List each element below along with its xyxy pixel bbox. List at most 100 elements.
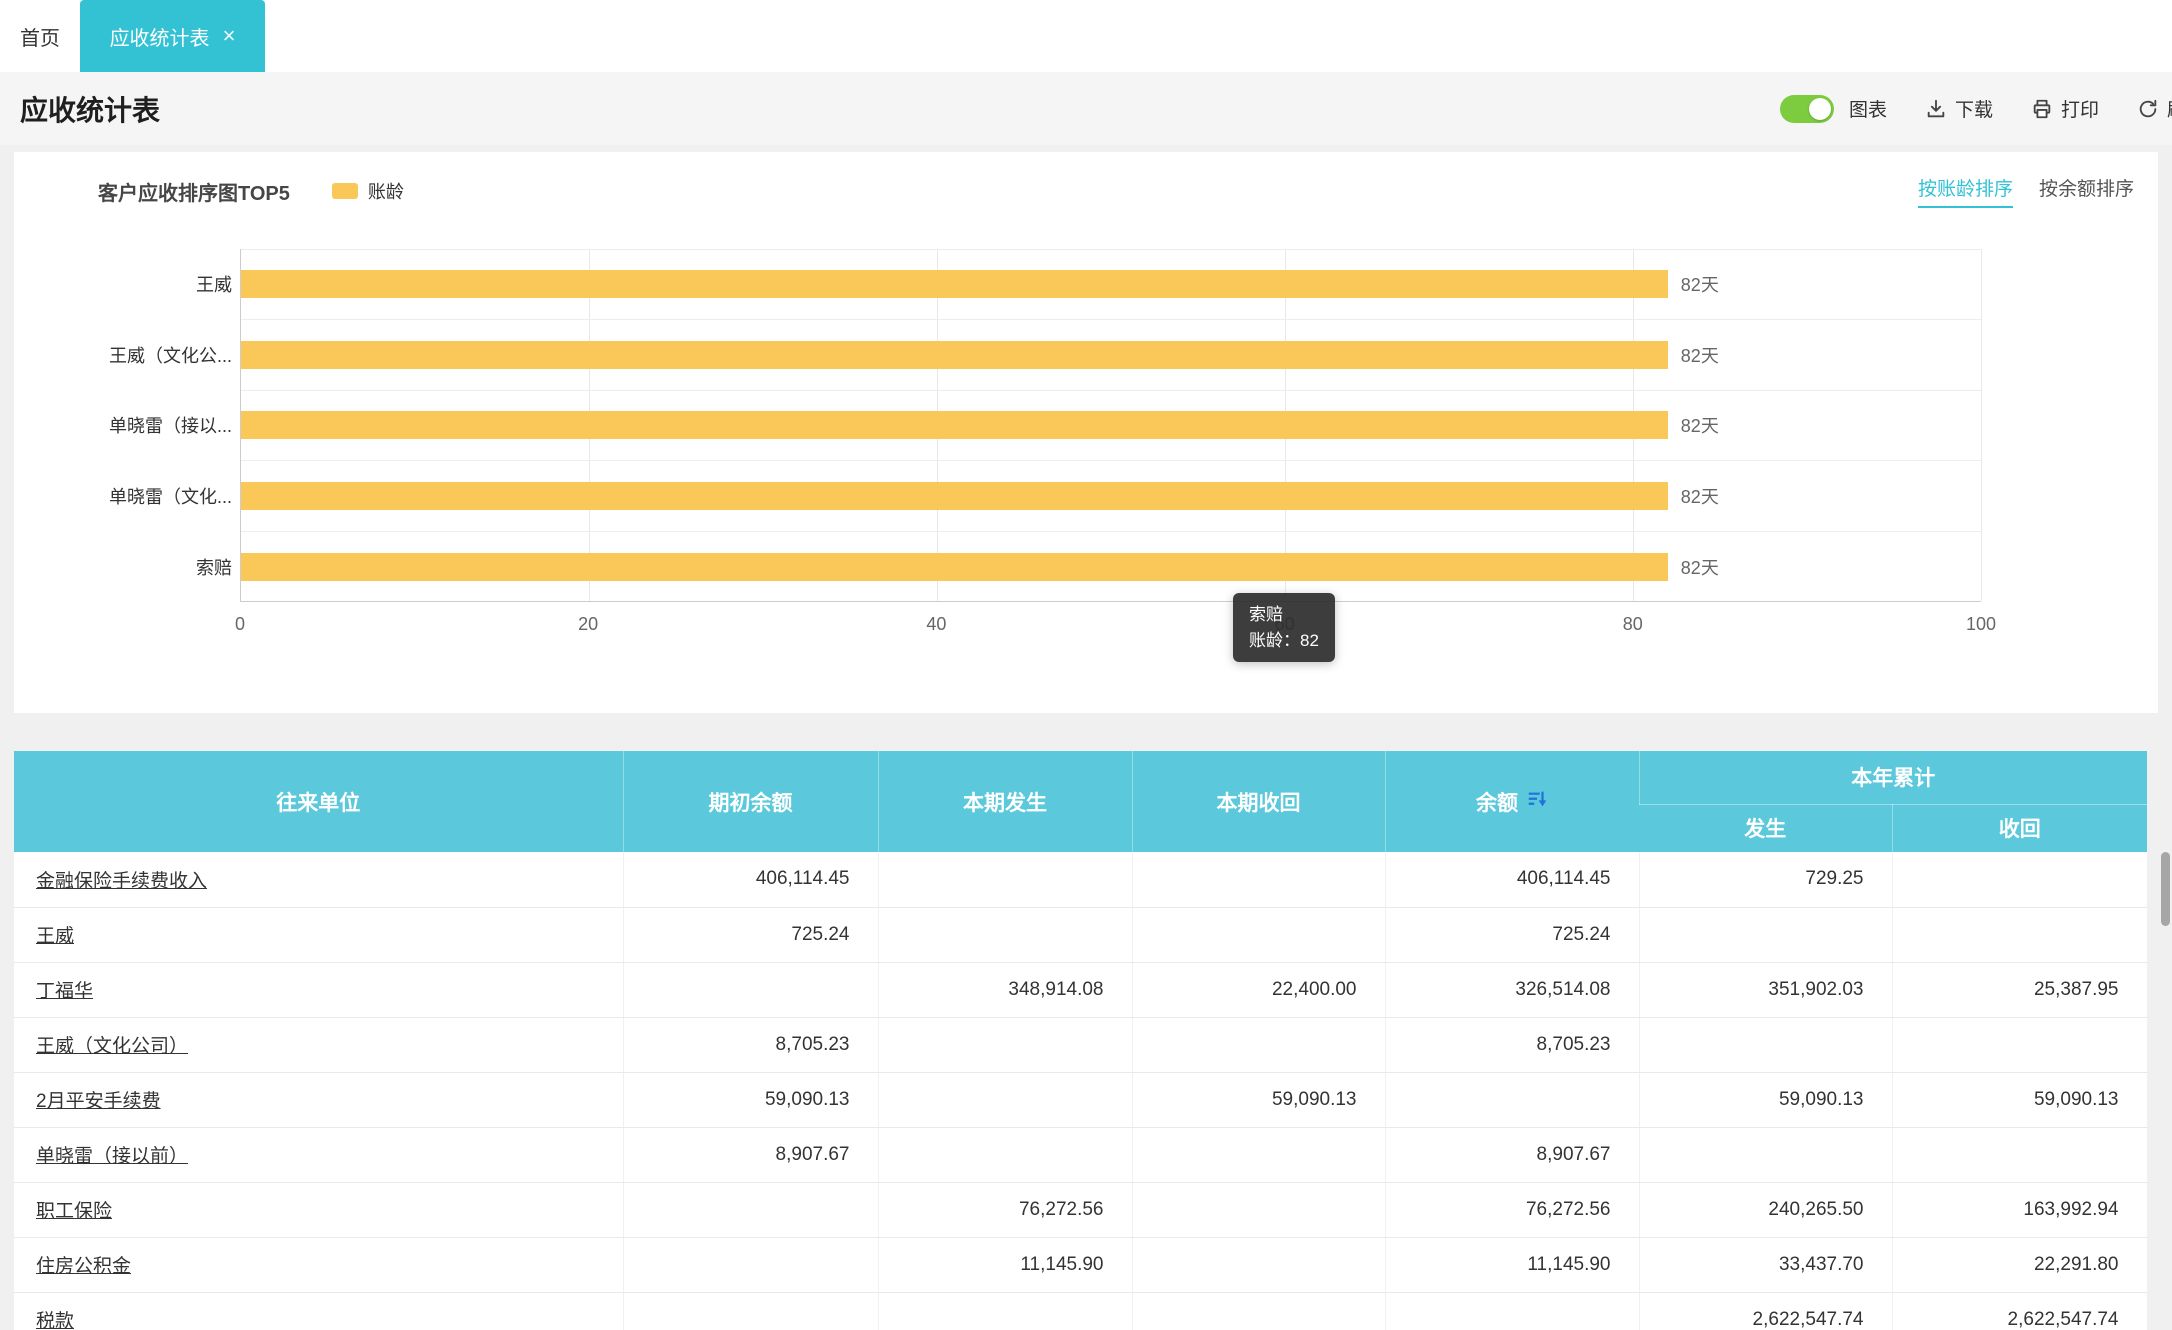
amount-cell: 11,145.90: [1385, 1237, 1640, 1293]
table-row: 单晓雷（接以前） 8,907.67 8,907.67: [14, 1127, 2148, 1183]
amount-cell: 240,265.50: [1639, 1182, 1893, 1238]
tab-label: 应收统计表: [109, 27, 210, 50]
col-header-current-received[interactable]: 本期收回: [1131, 751, 1385, 852]
age-bar[interactable]: [241, 340, 1668, 369]
y-axis-label: 王威: [196, 275, 232, 296]
customer-link[interactable]: 丁福华: [36, 981, 94, 1002]
chart-card: 客户应收排序图TOP5 账龄 按账龄排序 按余额排序 王威 王威（文化公... 单晓…: [14, 152, 2158, 713]
print-icon: [2031, 98, 2053, 120]
amount-cell: 25,387.95: [1892, 962, 2148, 1018]
table-row: 职工保险 76,272.56 76,272.56 240,265.50 163,992.…: [14, 1182, 2148, 1238]
y-axis-label: 单晓雷（接以...: [108, 416, 232, 437]
tab-receivable-stats[interactable]: 应收统计表 ×: [80, 0, 265, 72]
age-bar[interactable]: [241, 482, 1668, 511]
amount-cell: 348,914.08: [878, 962, 1133, 1018]
sort-by-balance-tab[interactable]: 按余额排序: [2038, 179, 2134, 200]
sort-by-age-tab[interactable]: 按账龄排序: [1917, 174, 2013, 208]
unit-cell: 2月平安手续费: [14, 1072, 624, 1128]
amount-cell: [1892, 907, 2148, 963]
col-header-ytd-incurred[interactable]: 发生: [1639, 804, 1892, 852]
age-bar[interactable]: [241, 411, 1668, 440]
amount-cell: 406,114.45: [1385, 852, 1640, 908]
gridline-vertical: [1981, 249, 1982, 601]
amount-cell: [1132, 1017, 1386, 1073]
bar-row: 82天: [241, 461, 1981, 532]
col-header-unit[interactable]: 往来单位: [14, 751, 623, 852]
col-header-balance-label: 余额: [1476, 791, 1518, 815]
amount-cell: [623, 1182, 879, 1238]
tab-home[interactable]: 首页: [0, 0, 80, 72]
download-button[interactable]: 下载: [1925, 95, 1993, 122]
customer-link[interactable]: 王威: [36, 926, 75, 947]
gridline-horizontal: [241, 249, 1981, 250]
amount-cell: [1385, 1292, 1640, 1330]
bar-value-label: 82天: [1680, 487, 1719, 508]
amount-cell: 351,902.03: [1639, 962, 1893, 1018]
gridline-horizontal: [241, 389, 1981, 391]
sort-descending-icon[interactable]: [1526, 788, 1548, 816]
legend-label: 账龄: [367, 182, 404, 202]
unit-cell: 住房公积金: [14, 1237, 624, 1293]
amount-cell: 326,514.08: [1385, 962, 1640, 1018]
amount-cell: [1132, 1237, 1386, 1293]
tooltip-series-name: 索赔: [1249, 605, 1283, 624]
customer-link[interactable]: 税款: [36, 1311, 75, 1330]
col-header-balance[interactable]: 余额: [1384, 751, 1639, 852]
amount-cell: [878, 907, 1133, 963]
amount-cell: 11,145.90: [878, 1237, 1133, 1293]
amount-cell: 59,090.13: [1132, 1072, 1386, 1128]
col-header-ytd[interactable]: 本年累计: [1638, 751, 2147, 805]
print-button[interactable]: 打印: [2031, 95, 2099, 122]
chart-legend[interactable]: 账龄: [331, 178, 404, 204]
chart-sort-tabs: 按账龄排序 按余额排序: [1917, 174, 2134, 208]
table-row: 王威 725.24 725.24: [14, 907, 2148, 963]
page-header: 应收统计表 图表 下载 打印 刷新: [0, 72, 2172, 145]
col-header-opening[interactable]: 期初余额: [622, 751, 878, 852]
bar-value-label: 82天: [1680, 275, 1719, 296]
chart-toggle-label: 图表: [1849, 100, 1888, 121]
amount-cell: 22,400.00: [1132, 962, 1386, 1018]
customer-link[interactable]: 住房公积金: [36, 1256, 132, 1277]
refresh-button[interactable]: 刷新: [2137, 95, 2172, 122]
y-axis-label: 王威（文化公...: [108, 345, 232, 366]
gridline-horizontal: [241, 530, 1981, 532]
bar-row: 82天: [241, 531, 1981, 602]
amount-cell: 59,090.13: [1892, 1072, 2148, 1128]
download-icon: [1925, 98, 1947, 120]
amount-cell: [878, 1292, 1133, 1330]
toggle-knob: [1809, 97, 1831, 120]
tooltip-value: 账龄：82: [1249, 630, 1319, 650]
print-label: 打印: [2061, 100, 2100, 121]
amount-cell: 76,272.56: [878, 1182, 1133, 1238]
chart-toggle[interactable]: [1780, 94, 1834, 123]
unit-cell: 王威: [14, 907, 624, 963]
amount-cell: 725.24: [623, 907, 879, 963]
bar-row: 82天: [241, 320, 1981, 391]
col-header-ytd-received[interactable]: 收回: [1891, 804, 2147, 852]
x-axis-tick: 40: [926, 614, 947, 634]
x-axis-tick: 0: [234, 614, 246, 634]
tab-home-label: 首页: [20, 27, 60, 50]
legend-swatch-icon: [331, 183, 358, 199]
age-bar[interactable]: [241, 270, 1668, 299]
col-header-current-incurred[interactable]: 本期发生: [877, 751, 1132, 852]
customer-link[interactable]: 王威（文化公司）: [36, 1036, 189, 1057]
customer-link[interactable]: 2月平安手续费: [36, 1091, 161, 1112]
amount-cell: 8,907.67: [623, 1127, 879, 1183]
amount-cell: [1892, 1127, 2148, 1183]
amount-cell: 406,114.45: [623, 852, 879, 908]
amount-cell: 8,705.23: [1385, 1017, 1640, 1073]
age-bar[interactable]: [241, 552, 1668, 581]
tab-bar: 首页 应收统计表 ×: [0, 0, 2172, 72]
customer-link[interactable]: 单晓雷（接以前）: [36, 1146, 189, 1167]
amount-cell: 163,992.94: [1892, 1182, 2148, 1238]
vertical-scrollbar-thumb[interactable]: [2161, 852, 2170, 926]
close-tab-icon[interactable]: ×: [222, 23, 236, 48]
unit-cell: 职工保险: [14, 1182, 624, 1238]
unit-cell: 单晓雷（接以前）: [14, 1127, 624, 1183]
chart-y-labels: 王威 王威（文化公... 单晓雷（接以... 单晓雷（文化... 索赔: [14, 249, 240, 642]
customer-link[interactable]: 职工保险: [36, 1201, 113, 1222]
customer-link[interactable]: 金融保险手续费收入: [36, 870, 208, 892]
receivables-table-card: 往来单位 期初余额 本期发生 本期收回 余额 本年累计 发生 收回 金融保险手续…: [14, 751, 2148, 1330]
table-row: 王威（文化公司） 8,705.23 8,705.23: [14, 1017, 2148, 1073]
